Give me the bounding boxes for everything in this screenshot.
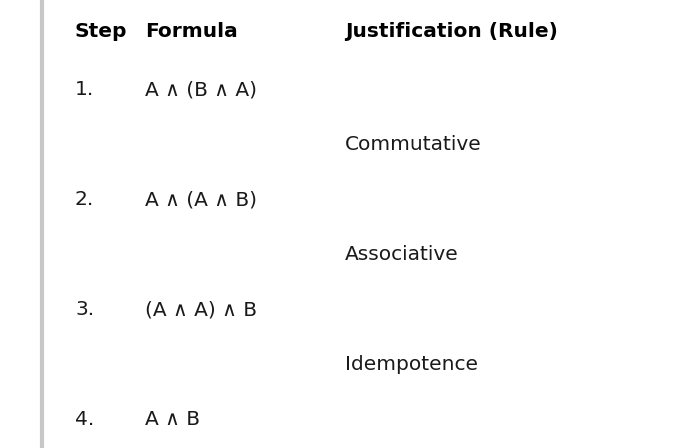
Text: 1.: 1. — [75, 80, 94, 99]
Text: Formula: Formula — [145, 22, 238, 41]
Text: 2.: 2. — [75, 190, 94, 209]
Text: (A ∧ A) ∧ B: (A ∧ A) ∧ B — [145, 300, 257, 319]
Text: A ∧ (B ∧ A): A ∧ (B ∧ A) — [145, 80, 257, 99]
Text: A ∧ (A ∧ B): A ∧ (A ∧ B) — [145, 190, 257, 209]
Text: 4.: 4. — [75, 410, 94, 429]
Text: Associative: Associative — [345, 245, 459, 264]
Text: Step: Step — [75, 22, 127, 41]
Text: 3.: 3. — [75, 300, 94, 319]
Text: Idempotence: Idempotence — [345, 355, 478, 374]
Text: Justification (Rule): Justification (Rule) — [345, 22, 558, 41]
Text: A ∧ B: A ∧ B — [145, 410, 200, 429]
Text: Commutative: Commutative — [345, 135, 482, 154]
